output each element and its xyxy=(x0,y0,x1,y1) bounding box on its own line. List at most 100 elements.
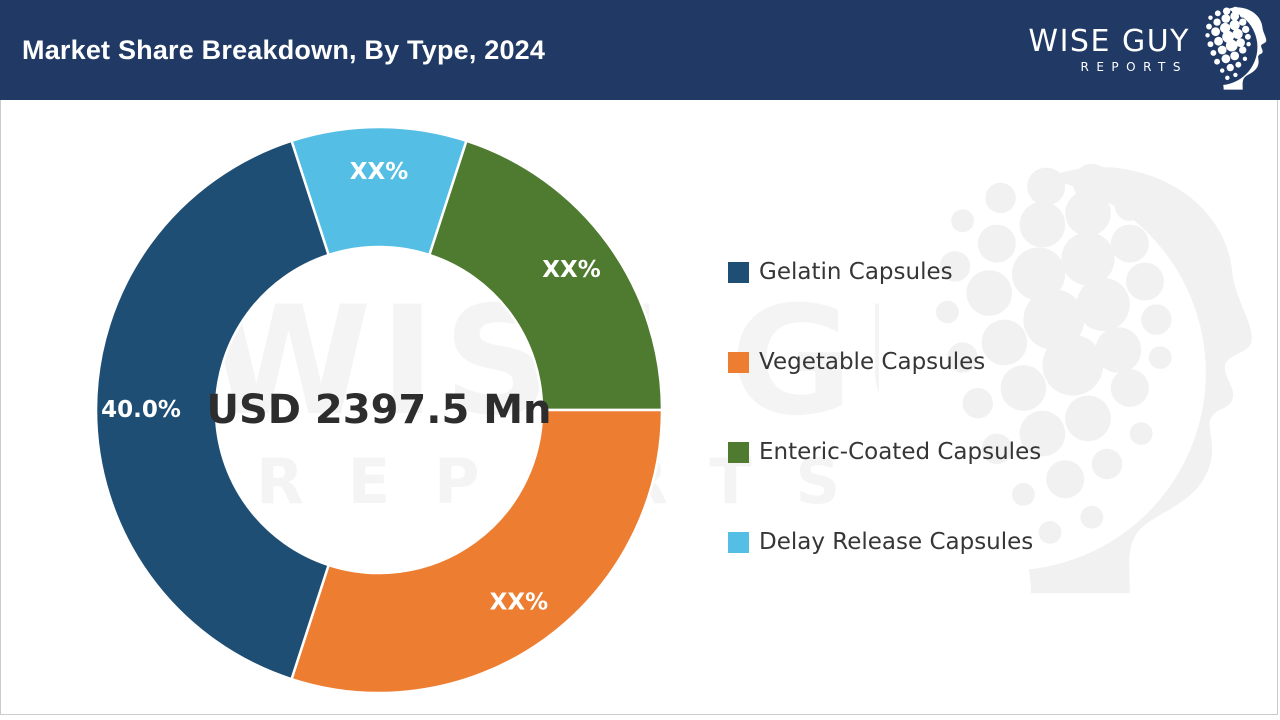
head-dot xyxy=(1027,167,1066,206)
head-dot xyxy=(1217,45,1227,55)
head-dot xyxy=(1236,38,1245,48)
head-dot xyxy=(1046,460,1085,499)
head-dot xyxy=(1221,54,1231,64)
head-dot xyxy=(1012,483,1035,506)
head-dot xyxy=(977,224,1016,263)
logo-wordmark: WISE GUY xyxy=(1028,24,1190,59)
segment-percent-label: 40.0% xyxy=(101,397,181,423)
head-dot xyxy=(1221,14,1231,23)
legend-swatch xyxy=(728,261,749,283)
head-dot xyxy=(1232,28,1243,39)
head-dot xyxy=(1242,56,1248,61)
head-dot xyxy=(1239,11,1246,18)
legend-label: Gelatin Capsules xyxy=(759,259,953,285)
head-dot xyxy=(1012,247,1066,301)
donut-segment-vegetable-capsules xyxy=(290,408,664,695)
wise-guy-reports-logo: WISE GUY REPORTS xyxy=(1028,0,1268,100)
head-dot xyxy=(1205,33,1210,38)
legend-item-vegetable-capsules: Vegetable Capsules xyxy=(728,348,1041,376)
head-dot xyxy=(1129,422,1153,445)
head-dot xyxy=(1042,334,1104,396)
head-dot xyxy=(1220,68,1225,73)
legend-swatch xyxy=(728,351,749,373)
donut-chart: XX% XX% XX% 40.0% USD 2397.5 Mn xyxy=(94,125,664,695)
donut-segment-gelatin-capsules xyxy=(94,139,330,681)
head-dot xyxy=(1148,346,1172,369)
head-dot xyxy=(1225,39,1238,52)
header-bar: Market Share Breakdown, By Type, 2024 WI… xyxy=(0,0,1280,100)
head-dot xyxy=(1213,18,1221,26)
head-dot xyxy=(1061,232,1115,286)
head-dot xyxy=(939,251,971,282)
head-dot xyxy=(966,270,1012,316)
head-dot xyxy=(1214,58,1220,65)
head-dot xyxy=(1110,369,1149,407)
head-dot xyxy=(962,388,993,419)
head-dot xyxy=(1222,30,1234,43)
head-dot xyxy=(1242,25,1250,34)
head-dot xyxy=(1225,75,1230,81)
head-dot xyxy=(985,182,1016,214)
head-dot xyxy=(1065,190,1111,236)
head-dot xyxy=(1244,33,1251,40)
head-dot xyxy=(951,209,974,233)
head-dot xyxy=(1110,224,1149,263)
chart-legend: Gelatin Capsules Vegetable Capsules Enteri… xyxy=(728,258,1041,556)
head-dot xyxy=(1214,36,1223,46)
legend-item-delay-release-capsules: Delay Release Capsules xyxy=(728,528,1041,556)
head-dot xyxy=(1226,63,1234,72)
legend-item-enteric-coated-capsules: Enteric-Coated Capsules xyxy=(728,438,1041,466)
segment-percent-label: XX% xyxy=(350,159,409,185)
legend-swatch xyxy=(728,441,749,463)
head-dot xyxy=(1091,448,1123,480)
chart-area: WISE GUY REPORTS XX%XX%XX%40.0%USD 2397.… xyxy=(0,100,1278,715)
head-dot xyxy=(1038,521,1062,544)
head-dot xyxy=(1246,41,1251,47)
head-dot xyxy=(1148,217,1172,240)
head-dot xyxy=(1229,19,1240,31)
head-dot xyxy=(1000,365,1047,411)
head-dot xyxy=(1233,72,1238,78)
segment-percent-label: XX% xyxy=(490,590,549,616)
legend-item-gelatin-capsules: Gelatin Capsules xyxy=(728,258,1041,286)
head-dot xyxy=(1239,46,1247,54)
legend-swatch xyxy=(728,531,749,553)
head-dot xyxy=(947,342,978,373)
head-dot xyxy=(1207,41,1214,48)
head-dot xyxy=(1211,27,1220,37)
legend-label: Delay Release Capsules xyxy=(759,529,1034,555)
head-dot xyxy=(1095,327,1142,373)
logo-text: WISE GUY REPORTS xyxy=(1028,24,1190,75)
head-dot xyxy=(1235,61,1242,68)
donut-center-value: USD 2397.5 Mn xyxy=(207,387,552,433)
watermark-head-profile-icon xyxy=(879,163,1252,594)
head-dot xyxy=(1019,410,1066,457)
head-dot xyxy=(1222,7,1231,15)
head-dot xyxy=(1114,190,1145,221)
head-dot xyxy=(936,300,959,324)
logo-subtitle: REPORTS xyxy=(1080,60,1188,74)
head-dot xyxy=(1220,22,1231,34)
head-dot xyxy=(1126,262,1164,301)
page-title: Market Share Breakdown, By Type, 2024 xyxy=(22,34,546,65)
head-dot xyxy=(1206,23,1212,30)
head-dot xyxy=(981,433,1012,464)
head-dot xyxy=(1023,289,1085,350)
head-dot xyxy=(1230,11,1240,21)
head-dot xyxy=(1239,18,1247,26)
segment-percent-label: XX% xyxy=(542,257,601,283)
head-dot xyxy=(1080,505,1104,529)
donut-segment-enteric-coated-capsules xyxy=(428,139,664,412)
head-dot xyxy=(981,319,1028,366)
legend-label: Vegetable Capsules xyxy=(759,349,986,375)
legend-label: Enteric-Coated Capsules xyxy=(759,439,1042,465)
head-dot xyxy=(1208,15,1213,20)
head-dot xyxy=(1246,17,1251,22)
head-dot xyxy=(1076,277,1130,331)
head-dot xyxy=(1210,50,1217,56)
head-dot xyxy=(1019,201,1066,248)
head-dot xyxy=(1230,51,1240,61)
head-dot xyxy=(1214,10,1221,17)
head-dot xyxy=(1141,304,1172,335)
